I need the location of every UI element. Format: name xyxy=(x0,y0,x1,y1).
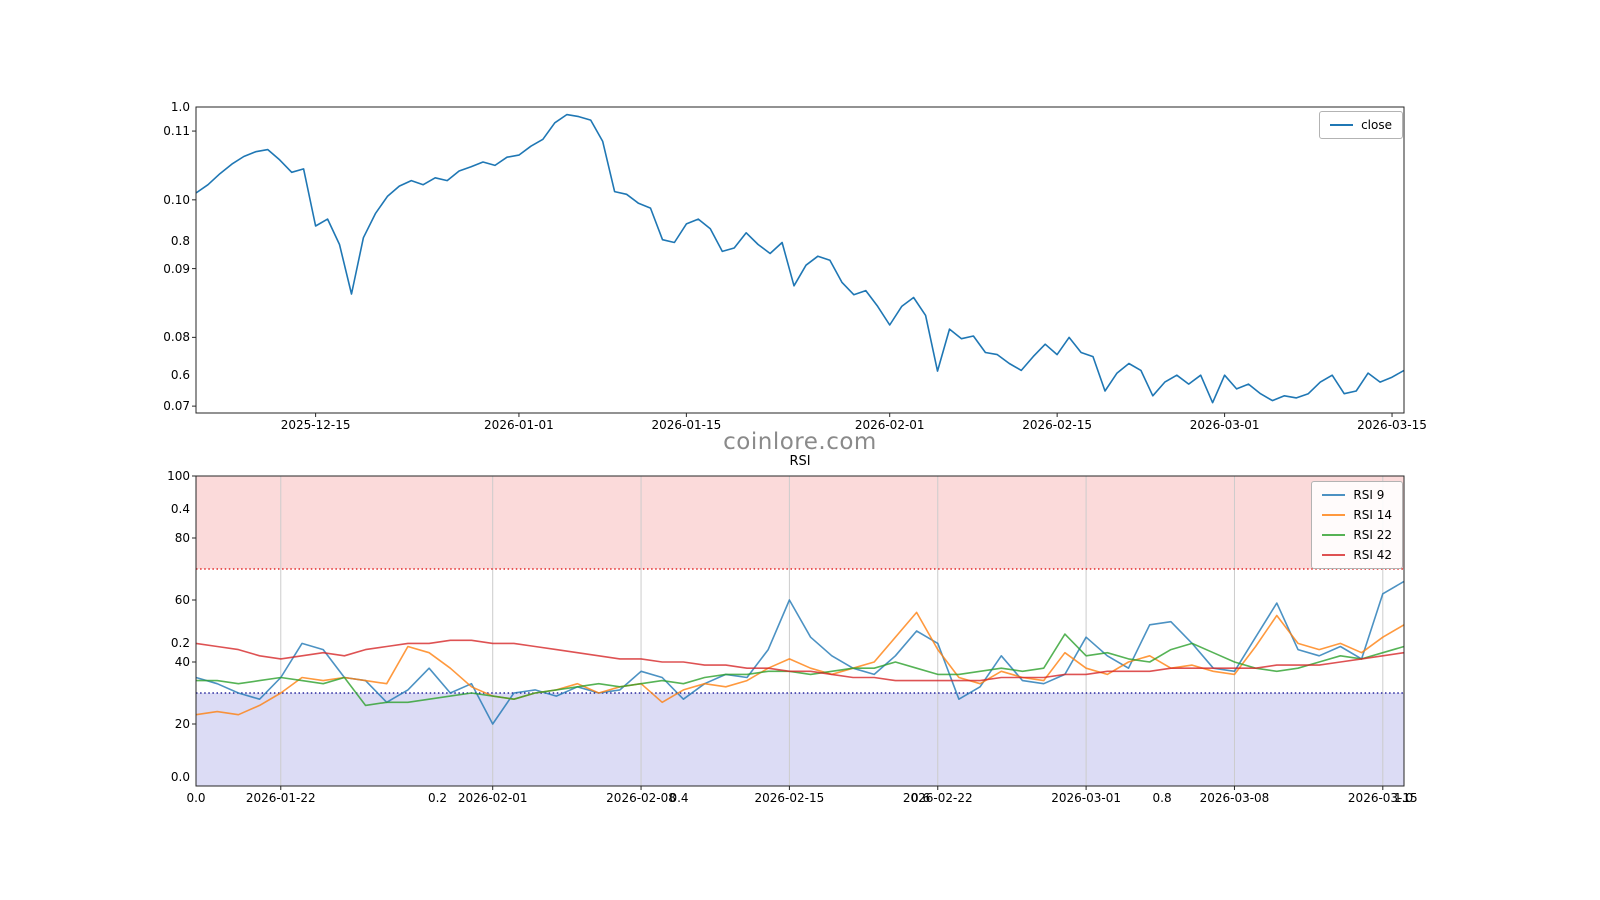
y-tick-label: 0.09 xyxy=(163,261,190,276)
close-line xyxy=(195,113,1405,404)
x-tick-label: 2026-03-01 xyxy=(1189,418,1260,432)
legend-close: close xyxy=(1319,111,1403,139)
x-tick-label: 2026-02-15 xyxy=(754,791,825,805)
x-tick-label: 2025-12-15 xyxy=(280,418,351,432)
rsi-42-line-swatch xyxy=(1322,554,1346,556)
plot-frame xyxy=(195,106,1405,414)
rsi-9-line xyxy=(195,580,1405,725)
y-tick-label: 80 xyxy=(174,531,190,545)
x-tick-label: 2026-02-01 xyxy=(457,791,528,805)
overlay-y-tick-label: 1.0 xyxy=(170,100,190,114)
legend-item-rsi-14: RSI 14 xyxy=(1322,508,1392,522)
rsi-chart-title: RSI xyxy=(789,454,811,469)
legend-label-close: close xyxy=(1361,118,1392,132)
y-tick-label: 0.10 xyxy=(163,192,190,207)
plot-frame xyxy=(195,475,1405,787)
x-tick-label: 2026-01-22 xyxy=(245,791,316,805)
legend-rsi: RSI 9 RSI 14 RSI 22 RSI 42 xyxy=(1311,481,1403,569)
rsi-14-line-swatch xyxy=(1322,514,1346,516)
overlay-x-tick-label: 0.8 xyxy=(1152,791,1172,805)
y-tick-label: 0.11 xyxy=(163,124,190,139)
x-tick-label: 2026-03-08 xyxy=(1199,791,1270,805)
watermark: coinlore.com xyxy=(723,429,877,455)
x-tick-label: 2026-02-01 xyxy=(854,418,925,432)
x-tick-label: 2026-02-08 xyxy=(606,791,676,805)
oversold-band xyxy=(196,693,1404,786)
x-tick-label: 2026-02-15 xyxy=(1022,418,1093,432)
legend-item-rsi-42: RSI 42 xyxy=(1322,548,1392,562)
overlay-x-tick-label: 1.0 xyxy=(1394,791,1414,805)
rsi-22-line-swatch xyxy=(1322,534,1346,536)
y-tick-label: 60 xyxy=(174,593,190,607)
x-tick-label: 2026-03-15 xyxy=(1357,418,1427,432)
y-tick-label: 0.08 xyxy=(163,330,190,345)
legend-label-rsi-22: RSI 22 xyxy=(1353,528,1392,542)
y-tick-label: 20 xyxy=(174,717,190,731)
overlay-x-tick-label: 0.2 xyxy=(427,791,448,805)
y-tick-label: 100 xyxy=(167,469,190,483)
x-tick-label: 2026-03-15 xyxy=(1347,791,1418,805)
legend-item-rsi-9: RSI 9 xyxy=(1322,488,1392,502)
legend-item-rsi-22: RSI 22 xyxy=(1322,528,1392,542)
overlay-y-tick-label: 0.4 xyxy=(170,502,190,516)
x-tick-label: 2026-01-01 xyxy=(484,418,554,432)
legend-label-rsi-14: RSI 14 xyxy=(1353,508,1392,522)
overlay-x-tick-label: 0.4 xyxy=(669,791,689,805)
rsi-42-line xyxy=(195,639,1405,682)
x-tick-label: 2026-03-01 xyxy=(1051,791,1121,805)
overlay-x-tick-label: 0.6 xyxy=(911,791,931,805)
x-tick-label: 2026-02-22 xyxy=(902,791,973,805)
overlay-y-tick-label: 0.8 xyxy=(170,234,190,248)
rsi-9-line-swatch xyxy=(1322,494,1346,496)
legend-label-rsi-9: RSI 9 xyxy=(1353,488,1385,502)
overbought-band xyxy=(196,476,1404,569)
close-line-swatch xyxy=(1330,124,1354,126)
x-tick-label: 2026-01-15 xyxy=(651,418,722,432)
legend-label-rsi-42: RSI 42 xyxy=(1353,548,1392,562)
y-tick-label: 40 xyxy=(174,655,190,669)
overlay-y-tick-label: 0.0 xyxy=(170,770,190,784)
overlay-y-tick-label: 0.2 xyxy=(170,636,190,650)
rsi-22-line xyxy=(196,633,1405,707)
overlay-x-tick-label: 0.0 xyxy=(186,791,206,805)
y-tick-label: 0.07 xyxy=(163,399,190,414)
overlay-y-tick-label: 0.6 xyxy=(170,368,190,382)
legend-item-close: close xyxy=(1330,118,1392,132)
